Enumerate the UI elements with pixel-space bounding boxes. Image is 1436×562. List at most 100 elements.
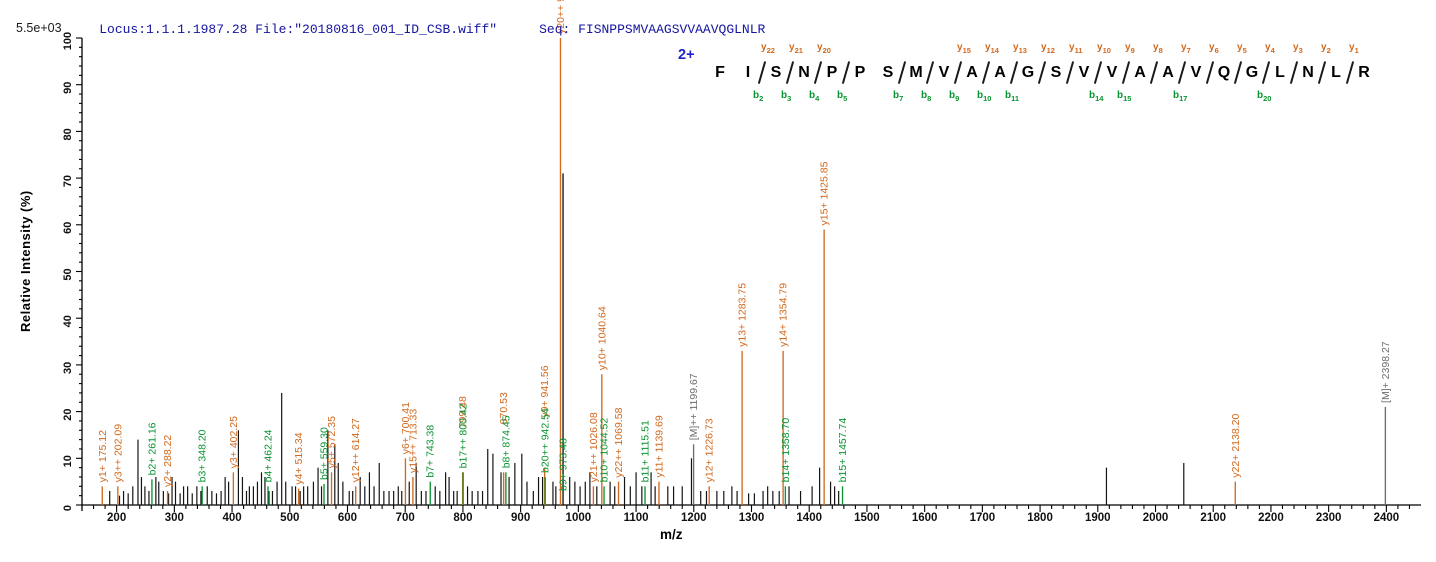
residue-8-M: M xyxy=(909,64,923,81)
header: Locus:1.1.1.1987.28 File:"20180816_001_I… xyxy=(68,7,765,52)
residue-14-V: V xyxy=(1078,64,1090,81)
residue-9-V: V xyxy=(938,64,950,81)
x-axis-tick-label: 400 xyxy=(222,512,241,524)
sequence-label: Seq: FISNPPSMVAAGSVVAAVQGLNLR xyxy=(539,22,766,37)
residue-19-Q: Q xyxy=(1217,64,1231,81)
x-axis-tick-label: 2400 xyxy=(1374,512,1400,524)
residue-2-I: I xyxy=(745,64,751,81)
peak-label-b3+: b3+ 348.20 xyxy=(197,429,209,482)
peak-label-y2+: y2+ 288.22 xyxy=(162,435,174,487)
residue-5-P: P xyxy=(826,64,838,81)
x-axis-tick-label: 1200 xyxy=(681,512,707,524)
y-ion-label-y5: y5 xyxy=(1237,42,1247,55)
peak-label-b4+: b4+ 462.24 xyxy=(262,429,274,482)
b-ion-label-b3: b3 xyxy=(781,90,792,103)
y-axis-tick-label: 80 xyxy=(62,128,74,140)
y-ion-label-y22: y22 xyxy=(761,42,775,55)
y-ion-label-y12: y12 xyxy=(1041,42,1055,55)
residue-12-G: G xyxy=(1021,64,1035,81)
peak-label-y3+: y3+ 402.25 xyxy=(228,416,240,468)
residue-21-L: L xyxy=(1275,64,1285,81)
residue-6-P: P xyxy=(854,64,866,81)
peak-label-[M]++: [M]++ 1199.67 xyxy=(688,373,700,440)
peak-label-y7+: 799.48 xyxy=(457,396,469,428)
residue-11-A: A xyxy=(994,64,1006,81)
peak-label-b8+: b8+ 874.45 xyxy=(500,415,512,468)
y-ion-label-y1: y1 xyxy=(1349,42,1359,55)
residue-10-A: A xyxy=(966,64,978,81)
x-axis-tick-label: 300 xyxy=(165,512,184,524)
x-axis-tick-label: 1800 xyxy=(1027,512,1053,524)
y-axis-tick-label: 0 xyxy=(62,505,74,511)
y-ion-label-y8: y8 xyxy=(1153,42,1163,55)
residue-17-A: A xyxy=(1162,64,1174,81)
b-ion-label-b14: b14 xyxy=(1089,90,1104,103)
residue-24-R: R xyxy=(1358,64,1370,81)
y-ion-label-y14: y14 xyxy=(985,42,999,55)
peak-label-y15++: y15++ 713.33 xyxy=(407,409,419,473)
b-ion-label-b2: b2 xyxy=(753,90,764,103)
y-axis-tick-label: 40 xyxy=(62,315,74,327)
residue-13-S: S xyxy=(1050,64,1062,81)
peak-label-y21++: y21++ 1026.08 xyxy=(588,412,600,482)
peak-label-y8+: 870.53 xyxy=(498,392,510,424)
b-ion-label-b20: b20 xyxy=(1257,90,1272,103)
peak-label-b9+: b9+ 973.48 xyxy=(558,438,570,491)
x-axis-title: m/z xyxy=(660,527,683,542)
x-axis-tick-label: 2100 xyxy=(1200,512,1226,524)
peak-label-y15+: y15+ 1425.85 xyxy=(819,161,831,225)
x-axis-tick-label: 600 xyxy=(338,512,357,524)
peak-label-b11+: b11+ 1115.51 xyxy=(640,420,652,482)
y-axis-title: Relative Intensity (%) xyxy=(18,190,33,332)
b-ion-label-b5: b5 xyxy=(837,90,848,103)
x-axis-tick-label: 500 xyxy=(280,512,299,524)
peak-label-y10+: y10+ 1040.64 xyxy=(596,306,608,370)
peak-label-y5+: y5+ 572.35 xyxy=(326,416,338,468)
peak-label-y14+: y14+ 1354.79 xyxy=(778,283,790,347)
x-axis-tick-label: 1100 xyxy=(624,512,649,524)
peak-label-y13+: y13+ 1283.75 xyxy=(737,283,749,347)
peak-label-b5+: b5+ 559.30 xyxy=(319,427,331,480)
residue-4-N: N xyxy=(798,64,810,81)
residue-20-G: G xyxy=(1245,64,1259,81)
x-axis-tick-label: 2200 xyxy=(1258,512,1284,524)
b-ion-label-b11: b11 xyxy=(1005,90,1020,103)
peak-label-b10+: b10+ 1044.52 xyxy=(599,418,611,483)
peak-label-y9+: y9+ 941.56 xyxy=(539,365,551,417)
residue-3-S: S xyxy=(770,64,782,81)
peak-label-y12+: y12+ 1226.73 xyxy=(704,418,716,482)
y-ion-label-y10: y10 xyxy=(1097,42,1111,55)
b-ion-label-b10: b10 xyxy=(977,90,992,103)
y-ion-label-y9: y9 xyxy=(1125,42,1135,55)
y-axis-tick-label: 60 xyxy=(62,222,74,234)
y-ion-label-y21: y21 xyxy=(789,42,803,55)
x-axis-tick-label: 2300 xyxy=(1316,512,1342,524)
peak-label-b7+: b7+ 743.38 xyxy=(425,425,437,478)
y-ion-label-y15: y15 xyxy=(957,42,971,55)
residue-23-L: L xyxy=(1331,64,1341,81)
x-axis-tick-label: 1900 xyxy=(1085,512,1111,524)
x-axis-tick-label: 200 xyxy=(107,512,126,524)
x-axis-tick-label: 2000 xyxy=(1143,512,1169,524)
x-axis-tick-label: 800 xyxy=(453,512,472,524)
residue-1-F: F xyxy=(715,64,725,81)
residue-22-N: N xyxy=(1302,64,1314,81)
peak-label-b20++: b20++ 942.54 xyxy=(540,408,552,473)
y-ion-label-y4: y4 xyxy=(1265,42,1275,55)
peak-label-b17++: b17++ 800.42 xyxy=(458,403,470,468)
y-axis-tick-label: 90 xyxy=(62,82,74,94)
b-ion-label-b15: b15 xyxy=(1117,90,1132,103)
residue-7-S: S xyxy=(882,64,894,81)
b-ion-label-b9: b9 xyxy=(949,90,960,103)
y-ion-label-y6: y6 xyxy=(1209,42,1219,55)
x-axis-tick-label: 1700 xyxy=(970,512,996,524)
peak-label-y22++: y22++ 1069.58 xyxy=(613,407,625,477)
x-axis-tick-label: 1600 xyxy=(912,512,938,524)
peak-label-b14+: b14+ 1358.70 xyxy=(780,418,792,483)
peak-label-y6+: y6+ 700.41 xyxy=(400,402,412,454)
peak-label-y11+: y11+ 1139.69 xyxy=(653,415,665,478)
y-axis-tick-label: 50 xyxy=(62,268,74,280)
peak-label-y22+: y22+ 2138.20 xyxy=(1230,414,1242,478)
peak-label-[M]+: [M]+ 2398.27 xyxy=(1380,341,1392,403)
